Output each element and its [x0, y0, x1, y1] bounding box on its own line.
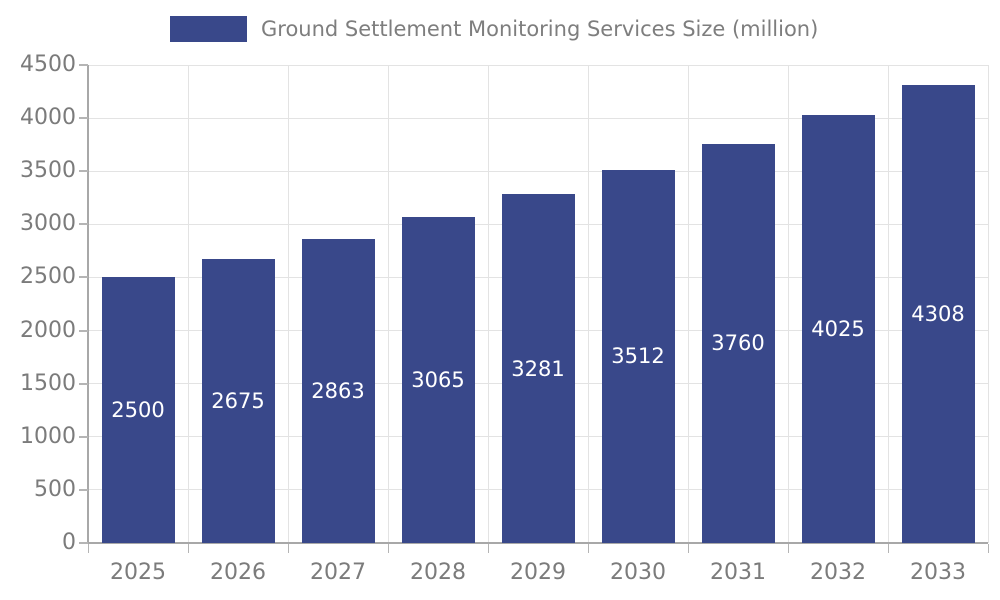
bar-value-label: 4025	[811, 317, 865, 342]
plot-area: 2500 2675 2863 3065 3281 3512 3760 4025 4308	[87, 64, 989, 544]
y-tick-mark	[79, 329, 88, 332]
bar-2025: 2500	[101, 277, 175, 543]
bar-2027: 2863	[301, 238, 375, 543]
x-tick-label: 2029	[510, 560, 566, 585]
y-tick-label: 4500	[20, 52, 76, 77]
y-tick-label: 500	[34, 476, 76, 502]
x-tick-label: 2032	[810, 560, 866, 585]
x-tick-label: 2025	[110, 560, 166, 585]
y-tick-mark	[79, 382, 88, 385]
v-gridline	[787, 65, 789, 543]
x-tick-label: 2028	[410, 560, 466, 585]
y-tick-mark	[79, 170, 88, 173]
bar-value-label: 3760	[711, 331, 765, 356]
x-tick-mark	[688, 544, 689, 553]
bar-value-label: 3512	[611, 344, 665, 369]
x-tick-mark	[588, 544, 589, 553]
bar-value-label: 3281	[511, 356, 565, 381]
y-tick-mark	[79, 117, 88, 120]
bar-2026: 2675	[201, 258, 275, 543]
bar-value-label: 2675	[211, 388, 265, 413]
v-gridline	[287, 65, 289, 543]
x-tick-mark	[888, 544, 889, 553]
v-gridline	[887, 65, 889, 543]
bar-value-label: 4308	[911, 302, 965, 327]
y-tick-label: 3000	[20, 211, 76, 237]
v-gridline	[387, 65, 389, 543]
bar-2030: 3512	[601, 169, 675, 543]
y-tick-label: 0	[62, 530, 76, 555]
bar-2028: 3065	[401, 217, 475, 543]
bar-2031: 3760	[701, 143, 775, 543]
y-tick-mark	[79, 435, 88, 438]
y-axis-line	[87, 65, 89, 543]
x-tick-mark	[288, 544, 289, 553]
x-tick-label: 2033	[910, 560, 966, 585]
y-tick-label: 2500	[20, 264, 76, 290]
h-gridline	[88, 64, 988, 66]
y-tick-label: 1500	[20, 370, 76, 396]
y-tick-mark	[79, 276, 88, 279]
v-gridline	[687, 65, 689, 543]
y-tick-label: 4000	[20, 105, 76, 131]
y-tick-label: 2000	[20, 317, 76, 343]
x-axis-line	[87, 542, 988, 544]
y-tick-label: 3500	[20, 158, 76, 184]
x-tick-mark	[988, 544, 989, 553]
x-tick-mark	[788, 544, 789, 553]
bar-value-label: 2500	[111, 398, 165, 423]
x-tick-label: 2030	[610, 560, 666, 585]
x-tick-label: 2031	[710, 560, 766, 585]
y-tick-mark	[79, 488, 88, 491]
y-tick-mark	[79, 64, 88, 66]
bar-2032: 4025	[801, 115, 875, 543]
legend: Ground Settlement Monitoring Services Si…	[170, 16, 818, 42]
x-tick-mark	[488, 544, 489, 553]
bar-value-label: 2863	[311, 378, 365, 403]
v-gridline	[187, 65, 189, 543]
h-gridline	[88, 117, 988, 119]
x-tick-mark	[88, 544, 89, 553]
legend-swatch	[170, 16, 247, 42]
x-tick-label: 2026	[210, 560, 266, 585]
bar-value-label: 3065	[411, 368, 465, 393]
legend-label: Ground Settlement Monitoring Services Si…	[261, 17, 819, 41]
h-gridline	[88, 170, 988, 172]
y-tick-label: 1000	[20, 423, 76, 449]
bar-2033: 4308	[901, 85, 975, 543]
bar-2029: 3281	[501, 194, 575, 543]
y-tick-mark	[79, 542, 88, 544]
v-gridline	[587, 65, 589, 543]
v-gridline	[487, 65, 489, 543]
v-gridline	[987, 65, 989, 543]
x-tick-mark	[188, 544, 189, 553]
x-tick-label: 2027	[310, 560, 366, 585]
x-tick-mark	[388, 544, 389, 553]
y-tick-mark	[79, 223, 88, 226]
